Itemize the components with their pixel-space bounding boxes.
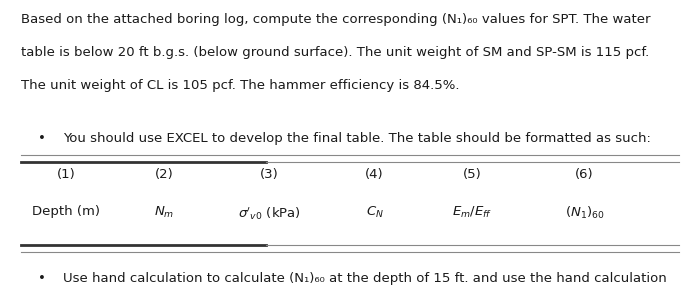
Text: You should use EXCEL to develop the final table. The table should be formatted a: You should use EXCEL to develop the fina… [63, 132, 651, 145]
Text: (4): (4) [365, 168, 384, 181]
Text: (5): (5) [463, 168, 482, 181]
Text: The unit weight of CL is 105 pcf. The hammer efficiency is 84.5%.: The unit weight of CL is 105 pcf. The ha… [21, 79, 459, 92]
Text: Based on the attached boring log, compute the corresponding (N₁)₆₀ values for SP: Based on the attached boring log, comput… [21, 13, 650, 26]
Text: (3): (3) [260, 168, 279, 181]
Text: $N_m$: $N_m$ [155, 205, 174, 220]
Text: Depth (m): Depth (m) [32, 205, 101, 218]
Text: $(N_1)_{60}$: $(N_1)_{60}$ [565, 205, 604, 221]
Text: •: • [38, 132, 46, 145]
Text: $C_N$: $C_N$ [365, 205, 384, 220]
Text: $E_m/E_{ff}$: $E_m/E_{ff}$ [452, 205, 493, 220]
Text: (6): (6) [575, 168, 594, 181]
Text: Use hand calculation to calculate (N₁)₆₀ at the depth of 15 ft. and use the hand: Use hand calculation to calculate (N₁)₆₀… [63, 272, 666, 285]
Text: (2): (2) [155, 168, 174, 181]
Text: (1): (1) [57, 168, 76, 181]
Text: table is below 20 ft b.g.s. (below ground surface). The unit weight of SM and SP: table is below 20 ft b.g.s. (below groun… [21, 46, 650, 59]
Text: •: • [38, 272, 46, 285]
Text: $\sigma'_{v0}$ (kPa): $\sigma'_{v0}$ (kPa) [238, 205, 301, 222]
